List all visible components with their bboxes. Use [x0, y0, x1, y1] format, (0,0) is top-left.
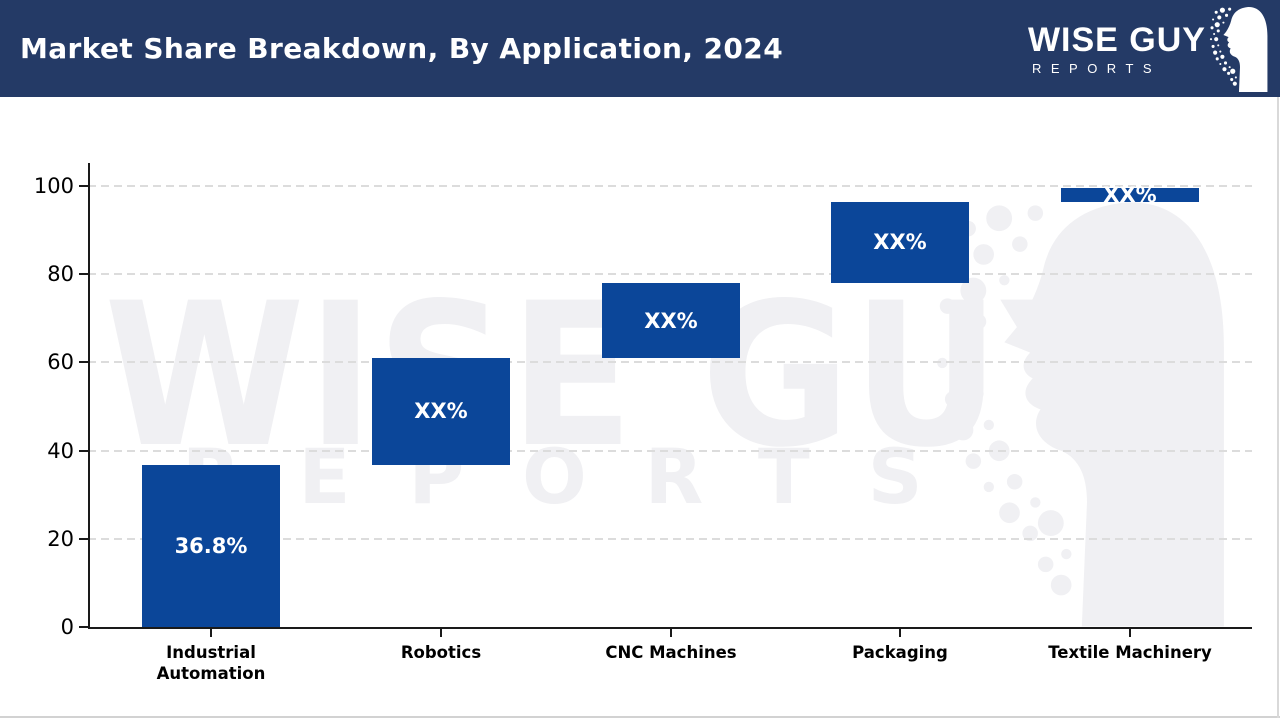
dashed-gridline [88, 361, 1252, 364]
dashed-gridline [88, 449, 1252, 452]
x-axis-tick [1129, 629, 1131, 637]
x-tick-label: Industrial Automation [156, 643, 266, 684]
dashed-gridline [88, 273, 1252, 276]
x-axis-tick [670, 629, 672, 637]
y-axis-tick [79, 537, 88, 540]
bar-value-label: XX% [414, 399, 468, 424]
bar-industrial-automation: 36.8% [142, 464, 280, 627]
bar-value-label: 36.8% [174, 533, 248, 558]
y-tick-label: 60 [47, 350, 74, 375]
y-tick-label: 0 [60, 615, 74, 639]
x-tick-label: CNC Machines [605, 643, 737, 662]
x-axis-tick [210, 629, 212, 637]
face-profile-icon [1209, 6, 1268, 92]
bar-textile-machinery: XX% [1061, 183, 1199, 207]
y-axis-tick [79, 626, 88, 628]
bottom-border-line [0, 716, 1280, 718]
y-tick-label: 20 [47, 526, 74, 551]
logo-wordmark: WISE GUY [1027, 20, 1206, 59]
bar-value-label: XX% [1103, 182, 1157, 207]
logo-text: WISE GUY REPORTS [1028, 23, 1206, 75]
header-bar: Market Share Breakdown, By Application, … [0, 0, 1280, 97]
x-tick-label: Packaging [852, 643, 948, 662]
y-axis-line [88, 163, 90, 629]
bar-packaging: XX% [831, 201, 969, 284]
x-axis-tick [440, 629, 442, 637]
x-tick-label: Robotics [400, 643, 482, 662]
y-axis-tick [79, 185, 88, 187]
y-axis-tick [79, 273, 88, 276]
bar-value-label: XX% [873, 230, 927, 255]
bar-cnc-machines: XX% [602, 283, 740, 358]
dashed-gridline [88, 537, 1252, 540]
bar-robotics: XX% [372, 357, 510, 465]
dashed-gridline [88, 185, 1252, 187]
x-tick-label: Textile Machinery [1048, 643, 1212, 662]
y-axis-tick [79, 361, 88, 364]
y-tick-label: 100 [33, 174, 74, 198]
x-axis-tick [899, 629, 901, 637]
right-border-line [1277, 97, 1279, 718]
x-axis-line [88, 627, 1252, 629]
logo-subtitle: REPORTS [1031, 60, 1162, 76]
y-tick-label: 40 [47, 438, 74, 463]
bar-value-label: XX% [644, 308, 698, 333]
y-axis-tick [79, 449, 88, 452]
chart-title: Market Share Breakdown, By Application, … [20, 32, 784, 65]
wise-guy-reports-logo: WISE GUY REPORTS [1028, 5, 1272, 93]
y-tick-label: 80 [47, 262, 74, 287]
